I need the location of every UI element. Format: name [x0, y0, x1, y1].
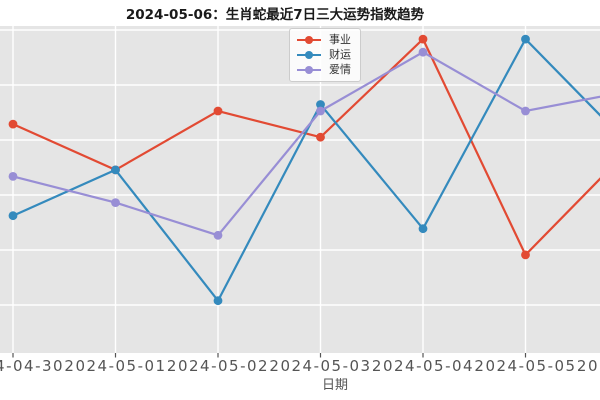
x-axis-tick-labels: 2024-04-302024-05-012024-05-022024-05-03…: [0, 357, 600, 377]
legend-marker-icon: [297, 51, 321, 59]
legend-item: 事业: [296, 33, 351, 47]
x-axis-title: 日期: [321, 378, 348, 393]
legend: 事业 财运 爱情: [289, 28, 361, 82]
legend-label: 爱情: [329, 63, 351, 76]
x-tick-label: 2024-05-04: [371, 357, 475, 375]
legend-marker-icon: [297, 36, 321, 44]
x-tick-label: 2024-05-05: [474, 357, 577, 375]
legend-item: 财运: [296, 48, 351, 62]
x-tick-label: 2024-05-03: [269, 357, 372, 375]
chart-title: 2024-05-06：生肖蛇最近7日三大运势指数趋势: [125, 7, 425, 23]
legend-label: 事业: [329, 33, 351, 46]
x-tick-label: 2024-04-30: [0, 357, 65, 375]
legend-item: 爱情: [296, 63, 351, 77]
x-tick-label: 2024-05-06: [576, 357, 600, 375]
x-tick-label: 2024-05-01: [64, 357, 167, 375]
legend-label: 财运: [329, 48, 351, 61]
x-tick-label: 2024-05-02: [166, 357, 270, 375]
legend-marker-icon: [297, 66, 321, 74]
